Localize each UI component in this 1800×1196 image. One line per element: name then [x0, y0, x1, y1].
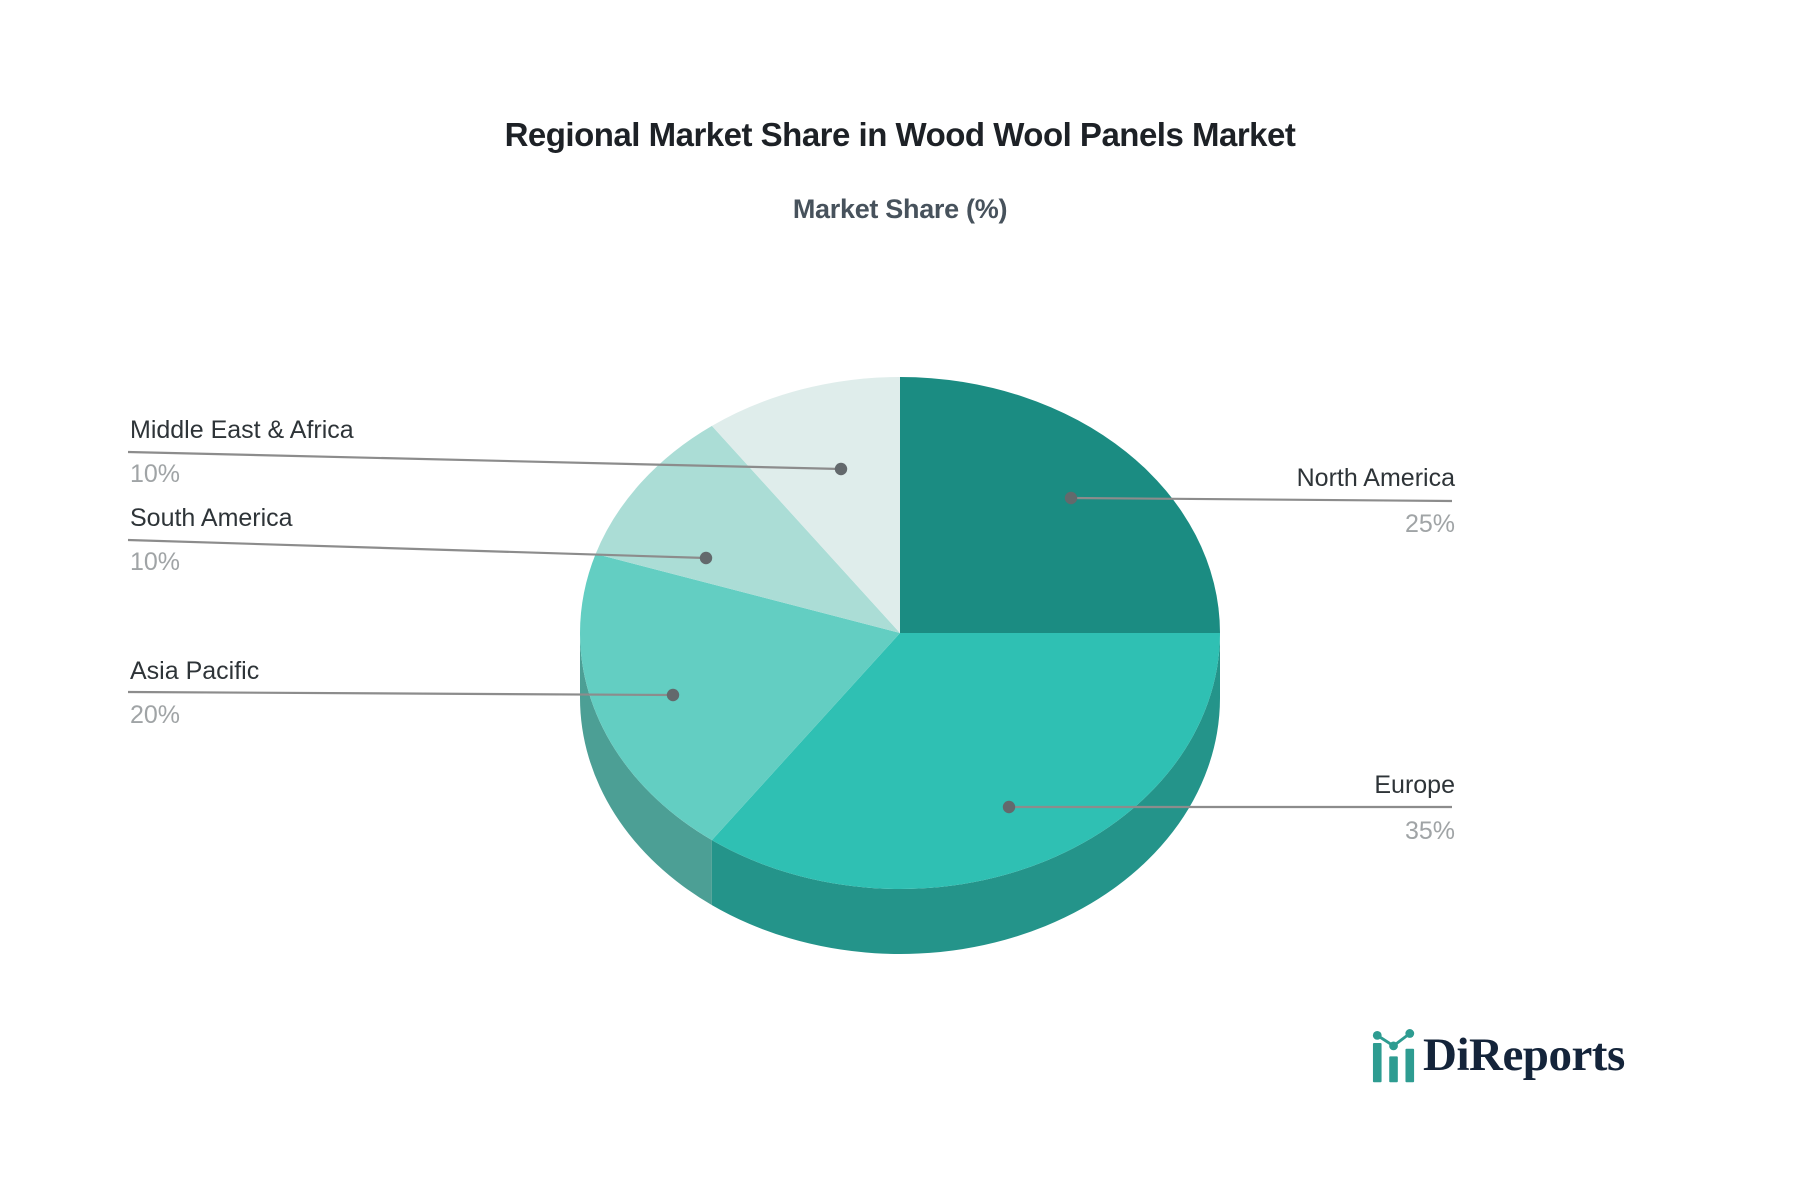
- bar-line-chart-icon: [1372, 1029, 1415, 1083]
- callout-line-asia-pacific: [127, 690, 674, 697]
- pie-slice-europe[interactable]: [711, 633, 1220, 889]
- chart-title: Regional Market Share in Wood Wool Panel…: [504, 116, 1296, 153]
- callout-line-south-america: [127, 538, 707, 560]
- pie-slice-side-asia-pacific: [580, 633, 712, 906]
- callout-line-middle-east-africa: [127, 450, 842, 471]
- pie-slice-north-america[interactable]: [900, 377, 1220, 633]
- slice-label-south-america: South America: [130, 504, 293, 532]
- pie-slice-middle-east-africa[interactable]: [711, 377, 900, 633]
- slice-value-north-america: 25%: [1404, 510, 1455, 538]
- slice-label-middle-east-africa: Middle East & Africa: [130, 416, 354, 444]
- brand-name: DiReports: [1423, 1029, 1625, 1081]
- direports-logo[interactable]: DiReports: [1372, 1026, 1625, 1083]
- pie-slice-side-europe: [711, 633, 1220, 954]
- pie-slice-asia-pacific[interactable]: [580, 553, 900, 841]
- slice-value-asia-pacific: 20%: [130, 701, 181, 729]
- callout-dot-south-america: [699, 551, 713, 565]
- slice-value-south-america: 10%: [130, 548, 181, 576]
- slice-label-north-america: North America: [1296, 464, 1455, 492]
- slice-label-europe: Europe: [1374, 771, 1455, 799]
- callout-dot-europe: [1002, 800, 1016, 814]
- slice-value-middle-east-africa: 10%: [130, 460, 181, 488]
- callout-dot-asia-pacific: [666, 688, 680, 702]
- callout-dot-middle-east-africa: [834, 462, 848, 476]
- slice-value-europe: 35%: [1404, 817, 1455, 845]
- callout-line-north-america: [1070, 496, 1453, 503]
- callout-dot-north-america: [1064, 491, 1078, 505]
- slice-label-asia-pacific: Asia Pacific: [130, 657, 260, 685]
- chart-subtitle: Market Share (%): [792, 194, 1008, 224]
- pie-slice-south-america[interactable]: [595, 425, 900, 633]
